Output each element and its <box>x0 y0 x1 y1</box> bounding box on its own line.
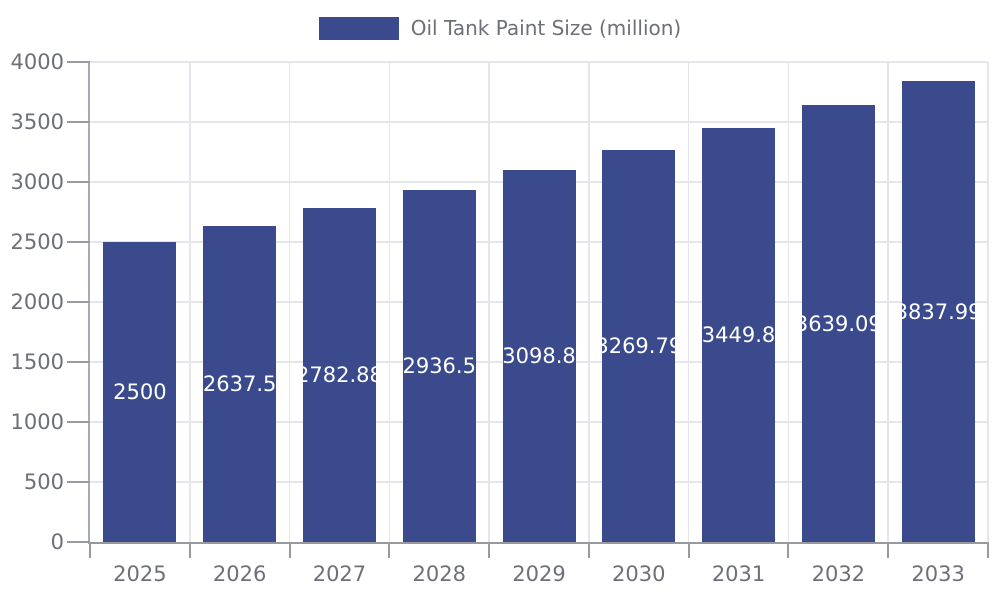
gridline-vertical <box>189 62 191 542</box>
bar-2025[interactable]: 2500 <box>103 242 177 542</box>
y-axis-tick <box>67 61 90 63</box>
gridline-vertical <box>687 62 690 542</box>
bar-value-label: 2500 <box>113 380 167 404</box>
x-axis-tick <box>587 542 590 558</box>
gridline-vertical <box>987 62 989 542</box>
x-axis-tick <box>887 542 890 558</box>
y-axis-tick <box>67 481 90 483</box>
y-axis-tick-label: 2500 <box>10 230 64 254</box>
bar-2030[interactable]: 3269.79 <box>602 149 676 542</box>
y-axis-tick-label: 3000 <box>10 170 64 194</box>
y-axis-tick <box>67 541 90 543</box>
bar-2029[interactable]: 3098.8 <box>502 170 576 542</box>
y-axis-tick <box>67 361 90 363</box>
bar-value-label: 2782.88 <box>303 363 376 388</box>
gridline-vertical <box>488 62 490 542</box>
x-axis-tick <box>89 542 91 558</box>
gridline-horizontal <box>90 121 988 123</box>
bar-2033[interactable]: 3837.99 <box>901 81 975 542</box>
legend-swatch <box>318 16 399 40</box>
bar-value-label: 3269.79 <box>602 333 675 358</box>
gridline-vertical <box>588 62 590 542</box>
x-axis-label-2026: 2026 <box>212 562 267 586</box>
bar-2031[interactable]: 3449.8 <box>702 128 776 542</box>
bar-2032[interactable]: 3639.09 <box>801 105 875 542</box>
bar-value-label: 3837.99 <box>902 299 975 324</box>
bar-2026[interactable]: 2637.5 <box>203 225 277 542</box>
bar-value-label: 3449.8 <box>702 323 776 348</box>
y-axis-tick <box>67 121 90 123</box>
x-axis-label-2029: 2029 <box>512 562 566 586</box>
x-axis-label-2030: 2030 <box>612 562 666 586</box>
x-axis-label-2033: 2033 <box>911 562 965 586</box>
x-axis-label-2031: 2031 <box>711 562 766 586</box>
x-axis-tick <box>987 542 989 558</box>
y-axis-tick-label: 2000 <box>10 290 64 314</box>
x-axis-label-2027: 2027 <box>312 562 367 586</box>
gridline-vertical <box>288 62 291 542</box>
bar-value-label: 3639.09 <box>802 311 875 336</box>
x-axis-tick <box>787 542 790 558</box>
legend-label: Oil Tank Paint Size (million) <box>410 16 682 40</box>
bar-value-label: 2637.5 <box>203 371 277 396</box>
y-axis-tick <box>67 241 90 243</box>
y-axis-tick <box>67 301 90 303</box>
y-axis-tick-label: 3500 <box>10 110 64 134</box>
y-axis-tick <box>67 181 90 183</box>
gridline-vertical <box>887 62 889 542</box>
x-axis-tick <box>288 542 291 558</box>
y-axis-tick-label: 0 <box>50 530 64 554</box>
x-axis-tick <box>188 542 191 558</box>
bar-value-label: 2936.5 <box>402 353 476 378</box>
y-axis-tick-label: 500 <box>23 470 64 494</box>
bar-2027[interactable]: 2782.88 <box>302 208 376 542</box>
y-axis-tick-label: 1000 <box>10 410 64 434</box>
y-axis-tick <box>67 421 90 423</box>
gridline-vertical <box>388 62 391 542</box>
plot-area: 0 500 1000 1500 2000 2500 3000 3500 4000 2025 2026… <box>11 50 989 586</box>
x-axis-tick <box>687 542 690 558</box>
bar-value-label: 3098.8 <box>502 344 576 369</box>
bar-2028[interactable]: 2936.5 <box>402 189 476 542</box>
gridline-vertical <box>787 62 790 542</box>
x-axis-tick <box>488 542 491 558</box>
y-axis-tick-label: 1500 <box>10 350 64 374</box>
x-axis-label-2025: 2025 <box>113 562 167 586</box>
chart-legend: Oil Tank Paint Size (million) <box>0 16 1000 40</box>
gridline-horizontal <box>90 61 988 63</box>
x-axis-tick <box>388 542 391 558</box>
y-axis-tick-label: 4000 <box>10 50 64 74</box>
x-axis-label-2028: 2028 <box>412 562 466 586</box>
legend-item-oil-tank-paint-size[interactable]: Oil Tank Paint Size (million) <box>318 16 682 40</box>
x-axis-label-2032: 2032 <box>811 562 866 586</box>
